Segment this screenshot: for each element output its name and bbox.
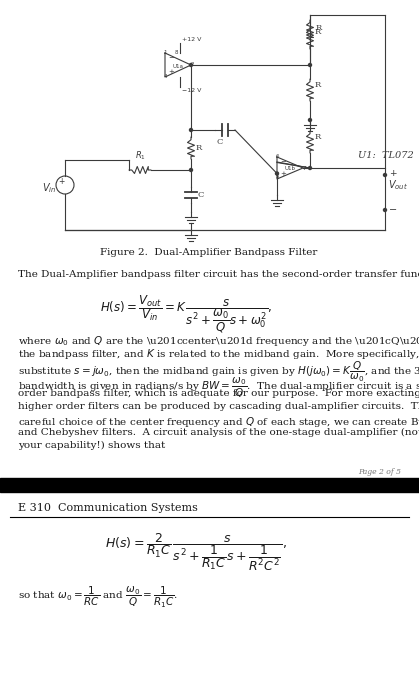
- Text: higher order filters can be produced by cascading dual-amplifier circuits.  Then: higher order filters can be produced by …: [18, 402, 419, 411]
- Text: 5: 5: [275, 174, 279, 179]
- Text: R: R: [315, 81, 321, 89]
- Text: R: R: [315, 28, 321, 36]
- Text: U1a: U1a: [173, 64, 184, 69]
- Text: 4: 4: [163, 74, 167, 78]
- Circle shape: [189, 169, 192, 172]
- Text: C: C: [197, 191, 203, 199]
- Text: +: +: [58, 178, 64, 186]
- Text: C: C: [217, 138, 223, 146]
- Text: $R_1$: $R_1$: [134, 150, 145, 162]
- Text: so that $\omega_0 = \dfrac{1}{RC}$ and $\dfrac{\omega_0}{Q} = \dfrac{1}{R_1 C}$.: so that $\omega_0 = \dfrac{1}{RC}$ and $…: [18, 585, 178, 610]
- Text: −: −: [280, 159, 286, 165]
- Circle shape: [308, 167, 311, 169]
- Text: $V_{in}$: $V_{in}$: [41, 181, 56, 195]
- Text: and Chebyshev filters.  A circuit analysis of the one-stage dual-amplifier (not : and Chebyshev filters. A circuit analysi…: [18, 428, 419, 437]
- Text: R: R: [315, 133, 321, 141]
- Text: −12 V: −12 V: [182, 88, 202, 93]
- Text: The Dual-Amplifier bandpass filter circuit has the second-order transfer functio: The Dual-Amplifier bandpass filter circu…: [18, 270, 419, 279]
- Circle shape: [383, 174, 386, 176]
- Text: $V_{out}$: $V_{out}$: [388, 178, 408, 192]
- Text: R: R: [196, 144, 202, 152]
- Bar: [0, 478, 419, 492]
- Text: the bandpass filter, and $K$ is related to the midband gain.  More specifically,: the bandpass filter, and $K$ is related …: [18, 347, 419, 361]
- Text: where $\omega_0$ and $Q$ are the \u201ccenter\u201d frequency and the \u201cQ\u2: where $\omega_0$ and $Q$ are the \u201cc…: [18, 334, 419, 348]
- Circle shape: [308, 64, 311, 66]
- Text: +: +: [168, 69, 174, 75]
- Text: careful choice of the center frequency and $Q$ of each stage, we can create Butt: careful choice of the center frequency a…: [18, 415, 419, 429]
- Text: +12 V: +12 V: [182, 37, 202, 42]
- Text: your capability!) shows that: your capability!) shows that: [18, 441, 165, 450]
- Text: +: +: [389, 169, 396, 178]
- Text: $H(s) = \dfrac{V_{out}}{V_{in}} = K\,\dfrac{s}{s^2 + \dfrac{\omega_0}{Q}s + \ome: $H(s) = \dfrac{V_{out}}{V_{in}} = K\,\df…: [100, 293, 272, 335]
- Text: +: +: [280, 171, 286, 177]
- Text: E 310  Communication Systems: E 310 Communication Systems: [18, 503, 198, 513]
- Circle shape: [189, 64, 192, 66]
- Text: Page 2 of 5: Page 2 of 5: [358, 468, 401, 476]
- Circle shape: [189, 129, 192, 132]
- Text: −: −: [168, 55, 174, 61]
- Text: U1b: U1b: [285, 167, 295, 172]
- Text: 7: 7: [302, 165, 306, 171]
- Text: 6: 6: [275, 155, 279, 160]
- Text: order bandpass filter, which is adequate for our purpose.  For more exacting app: order bandpass filter, which is adequate…: [18, 389, 419, 398]
- Text: 2: 2: [190, 62, 194, 67]
- Text: R: R: [316, 24, 322, 32]
- Text: 8: 8: [174, 50, 178, 55]
- Text: −: −: [389, 205, 397, 215]
- Text: substitute $s = j\omega_0$, then the midband gain is given by $H(j\omega_0) = K\: substitute $s = j\omega_0$, then the mid…: [18, 360, 419, 384]
- Circle shape: [308, 118, 311, 122]
- Circle shape: [276, 172, 279, 175]
- Text: 1: 1: [163, 50, 167, 55]
- Circle shape: [383, 209, 386, 211]
- Text: $H(s) = \dfrac{2}{R_1 C}\,\dfrac{s}{s^2 + \dfrac{1}{R_1 C}s + \dfrac{1}{R^2 C^2}: $H(s) = \dfrac{2}{R_1 C}\,\dfrac{s}{s^2 …: [105, 532, 287, 573]
- Text: bandwidth is given in radians/s by $BW = \dfrac{\omega_0}{Q}$.  The dual-amplifi: bandwidth is given in radians/s by $BW =…: [18, 376, 419, 400]
- Text: U1:  TL072: U1: TL072: [358, 150, 414, 160]
- Text: Figure 2.  Dual-Amplifier Bandpass Filter: Figure 2. Dual-Amplifier Bandpass Filter: [100, 248, 318, 257]
